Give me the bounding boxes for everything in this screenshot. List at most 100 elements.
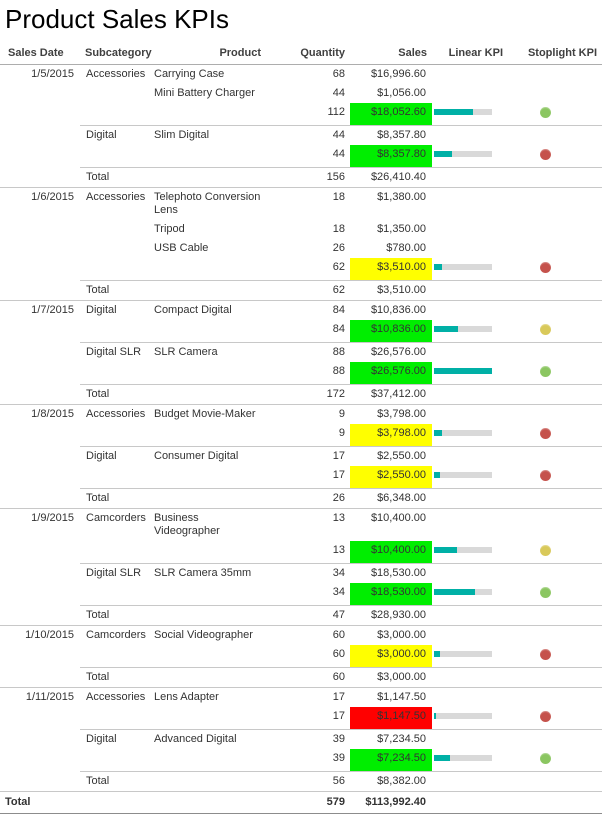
linear-gauge-track (434, 326, 492, 332)
linear-gauge-track (434, 151, 492, 157)
linear-kpi-cell (432, 258, 508, 281)
sales-date-cell: 1/11/2015 (0, 687, 80, 792)
stoplight-yellow-indicator-icon (540, 545, 551, 556)
stoplight-kpi-cell (508, 564, 602, 584)
linear-gauge-fill (434, 547, 457, 553)
subcategory-cell: Digital (80, 729, 148, 772)
table-row: Mini Battery Charger 44 $1,056.00 (0, 84, 602, 103)
sales-cell: $7,234.50 (377, 733, 426, 745)
table-row: 1/8/2015 Accessories Budget Movie-Maker 9 $3… (0, 404, 602, 509)
report-table-body: 1/5/2015 Accessories Carrying Case 68 $16,99… (0, 64, 602, 814)
table-row: Digital Consumer Digital 17 $2,550.00 (0, 446, 602, 489)
stoplight-kpi-cell (508, 167, 602, 188)
sales-cell: $3,798.00 (350, 424, 432, 447)
sales-kpi-table: Sales Date Subcategory Product Quantity … (0, 44, 602, 814)
product-cell: Compact Digital (154, 304, 232, 316)
linear-kpi-cell (432, 583, 508, 606)
stoplight-kpi-cell (508, 188, 602, 221)
linear-kpi-cell (432, 145, 508, 168)
product-cell: USB Cable (154, 242, 209, 254)
stoplight-green-indicator-icon (540, 753, 551, 764)
sales-cell: $10,836.00 (350, 320, 432, 343)
subtotal-row: 9 $3,798.00 (0, 424, 602, 447)
sales-cell: $8,357.80 (350, 145, 432, 168)
table-row: 1/9/2015 Camcorders Business Videographer 1… (0, 508, 602, 626)
stoplight-red-indicator-icon (540, 649, 551, 660)
col-header-product: Product (148, 44, 266, 65)
table-row: Digital SLR SLR Camera 88 $26,576.00 (0, 342, 602, 385)
stoplight-kpi-cell (508, 103, 602, 126)
linear-gauge-track (434, 368, 492, 374)
grand-row: Total 579 $113,992.40 (0, 791, 602, 814)
sales-cell: $1,380.00 (377, 191, 426, 203)
quantity-cell: 17 (266, 707, 350, 730)
product-cell (148, 707, 266, 730)
quantity-cell: 88 (266, 362, 350, 385)
linear-kpi-cell (432, 466, 508, 489)
stoplight-kpi-cell (508, 488, 602, 509)
linear-kpi-cell (432, 645, 508, 668)
linear-gauge-fill (434, 264, 442, 270)
product-cell (148, 667, 266, 688)
stoplight-kpi-cell (508, 258, 602, 281)
stoplight-kpi-cell (508, 343, 602, 363)
sales-cell: $3,000.00 (350, 645, 432, 668)
stoplight-kpi-cell (508, 220, 602, 239)
total-label-cell: Total (80, 384, 148, 405)
total-label-cell: Total (80, 771, 148, 792)
product-cell: Tripod (154, 223, 185, 235)
stoplight-kpi-cell (508, 645, 602, 668)
total-row: Total 56 $8,382.00 (0, 771, 602, 792)
stoplight-kpi-cell (508, 605, 602, 626)
product-cell (148, 488, 266, 509)
quantity-cell: 44 (332, 87, 345, 99)
table-row: 1/10/2015 Camcorders Social Videographer 60… (0, 625, 602, 688)
subtotal-row: 112 $18,052.60 (0, 103, 602, 126)
product-cell (148, 466, 266, 489)
total-row: Total 26 $6,348.00 (0, 488, 602, 509)
linear-gauge-fill (434, 368, 492, 374)
quantity-cell: 88 (332, 346, 345, 358)
product-cell (148, 645, 266, 668)
product-cell: Business Videographer (154, 512, 220, 537)
product-cell (148, 258, 266, 281)
linear-gauge-fill (434, 472, 440, 478)
table-row: 1/7/2015 Digital Compact Digital 84 $10,836.… (0, 300, 602, 405)
quantity-cell: 13 (332, 512, 345, 524)
sales-cell: $3,000.00 (350, 667, 432, 688)
linear-gauge-track (434, 589, 492, 595)
stoplight-kpi-cell (508, 583, 602, 606)
col-header-sales-date: Sales Date (0, 44, 80, 65)
table-row: Digital SLR SLR Camera 35mm 34 $18,530.00 (0, 563, 602, 606)
linear-gauge-track (434, 713, 492, 719)
quantity-cell: 34 (266, 583, 350, 606)
sales-cell: $10,400.00 (350, 541, 432, 564)
quantity-cell: 47 (266, 605, 350, 626)
subtotal-row: 60 $3,000.00 (0, 645, 602, 668)
linear-kpi-cell (432, 749, 508, 772)
table-row: Digital Advanced Digital 39 $7,234.50 (0, 729, 602, 772)
quantity-cell: 44 (266, 145, 350, 168)
col-header-subcategory: Subcategory (80, 44, 152, 65)
stoplight-kpi-cell (508, 384, 602, 405)
product-cell: Budget Movie-Maker (154, 408, 256, 420)
quantity-cell: 56 (266, 771, 350, 792)
quantity-cell: 112 (266, 103, 350, 126)
quantity-cell: 62 (266, 280, 350, 301)
product-cell (148, 362, 266, 385)
total-label-cell: Total (80, 167, 148, 188)
quantity-cell: 60 (332, 629, 345, 641)
total-row: Total 62 $3,510.00 (0, 280, 602, 301)
stoplight-kpi-cell (508, 541, 602, 564)
linear-kpi-cell (432, 362, 508, 385)
quantity-cell: 26 (266, 488, 350, 509)
linear-kpi-cell (432, 280, 508, 301)
subcategory-cell: Digital SLR (80, 563, 148, 606)
quantity-cell: 68 (332, 68, 345, 80)
linear-kpi-cell (432, 509, 508, 542)
sales-date-cell: 1/10/2015 (0, 625, 80, 688)
sales-cell: $1,350.00 (377, 223, 426, 235)
product-cell (148, 541, 266, 564)
linear-kpi-cell (432, 220, 508, 239)
col-header-sales: Sales (350, 44, 432, 65)
